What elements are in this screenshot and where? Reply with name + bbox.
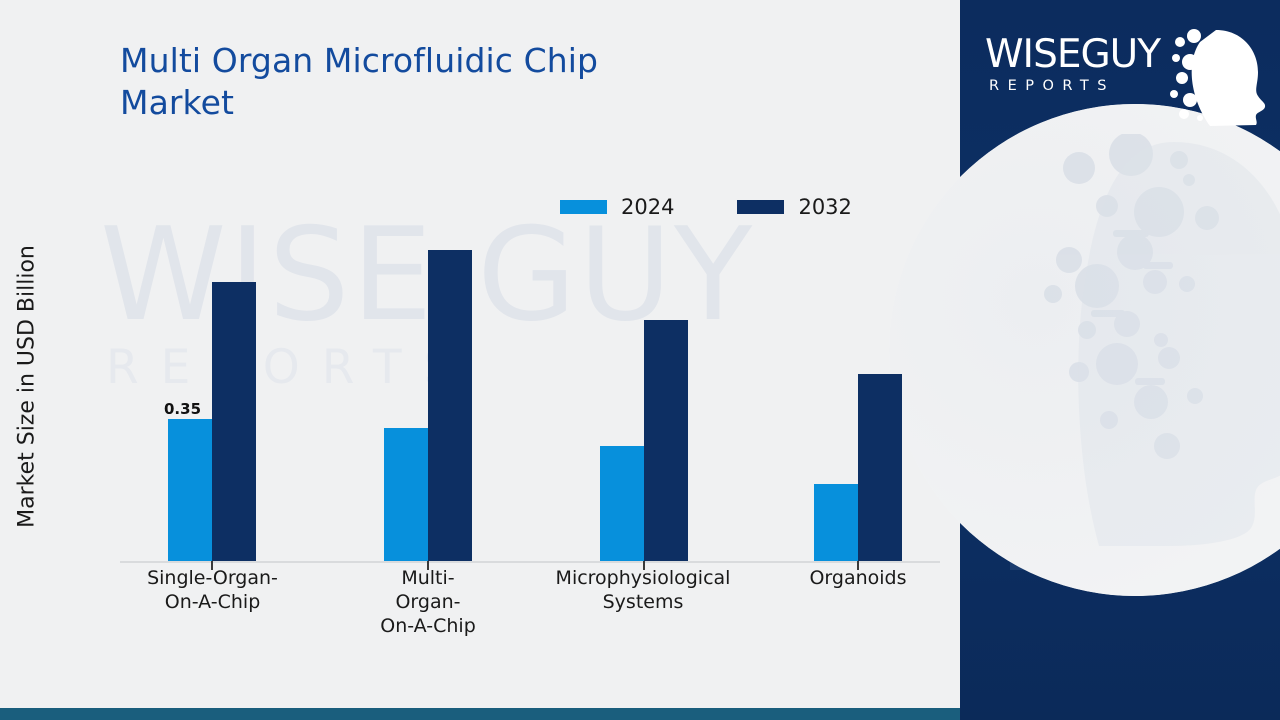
bar-2032-category-4[interactable] xyxy=(858,374,902,561)
legend-swatch-2032 xyxy=(737,200,785,214)
x-category-label-2: Multi-Organ-On-A-Chip xyxy=(380,567,476,637)
bar-2032-category-1[interactable] xyxy=(212,282,256,561)
x-axis-line xyxy=(120,561,940,563)
brand-logo-head-icon xyxy=(1170,28,1266,128)
x-tick-3 xyxy=(643,561,645,570)
chart-legend: 2024 2032 xyxy=(560,194,852,220)
x-tick-4 xyxy=(857,561,859,570)
circle-shade xyxy=(889,104,1280,596)
legend-label-2024: 2024 xyxy=(621,194,675,219)
plot-area: 0.35 Single-Organ-On-A-Chip Multi-Organ-… xyxy=(120,250,940,637)
ghost-head-graphic xyxy=(1039,132,1280,574)
x-tick-1 xyxy=(211,561,213,570)
circle-decoration xyxy=(889,104,1280,596)
bar-group-4 xyxy=(814,374,902,561)
bar-2024-category-2[interactable] xyxy=(384,428,428,561)
page-title-line-1: Multi Organ Microfluidic Chip xyxy=(120,41,599,80)
page-title-line-2: Market xyxy=(120,83,235,122)
brand-logo-subtitle: REPORTS xyxy=(989,78,1115,94)
bar-2024-category-1[interactable] xyxy=(168,419,212,561)
x-category-label-3: Microphysiological Systems xyxy=(555,567,731,613)
bar-group-2 xyxy=(384,250,472,561)
x-tick-2 xyxy=(427,561,429,570)
bar-chart: Market Size in USD Billion 2024 2032 0.3… xyxy=(15,194,940,637)
bar-2024-category-3[interactable] xyxy=(600,446,644,561)
legend-label-2032: 2032 xyxy=(798,194,852,219)
brand-logo-word: WISEGUY xyxy=(985,32,1161,77)
bar-2032-category-3[interactable] xyxy=(644,320,688,561)
page-title: Multi Organ Microfluidic Chip Market xyxy=(120,40,740,124)
x-category-label-4: Organoids xyxy=(809,567,907,589)
brand-logo: WISEGUY REPORTS xyxy=(985,29,1266,126)
bar-2032-category-2[interactable] xyxy=(428,250,472,561)
footer-accent-bar xyxy=(0,708,960,720)
bar-2024-category-4[interactable] xyxy=(814,484,858,561)
legend-swatch-2024 xyxy=(560,200,607,214)
bar-value-label-1: 0.35 xyxy=(164,400,202,418)
head-profile-icon xyxy=(1170,29,1266,126)
legend-item-2032[interactable]: 2032 xyxy=(737,194,852,219)
x-category-label-1: Single-Organ-On-A-Chip xyxy=(147,567,278,613)
bar-group-1 xyxy=(168,282,256,561)
legend-item-2024[interactable]: 2024 xyxy=(560,194,675,219)
bar-group-3 xyxy=(600,320,688,561)
ghost-head-icon xyxy=(1044,132,1280,546)
